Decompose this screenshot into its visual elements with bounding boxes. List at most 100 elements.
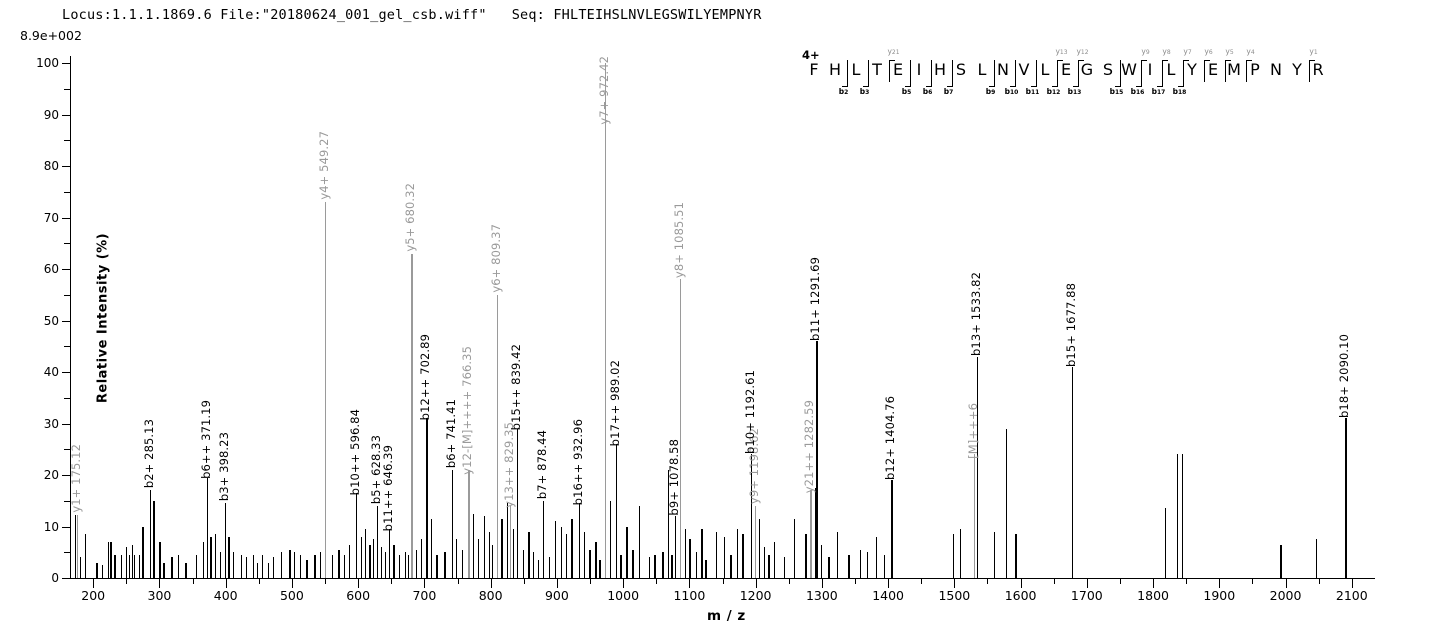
b-ion-marker-foot	[925, 86, 932, 87]
spectrum-peak	[589, 549, 591, 578]
spectrum-peak	[953, 534, 955, 578]
spectrum-peak	[319, 552, 322, 578]
b-ion-marker-foot	[862, 86, 869, 87]
spectrum-peak	[360, 536, 363, 578]
spectrum-peak	[415, 549, 418, 578]
peak-label: y6+ 809.37	[488, 223, 503, 293]
y-axis-tick-label: 20	[43, 468, 59, 482]
intensity-scale-label: 8.9e+002	[20, 28, 82, 43]
y-axis-title: Relative Intensity (%)	[95, 232, 111, 403]
spectrum-peak	[491, 544, 494, 578]
b-ion-marker-foot	[1114, 86, 1121, 87]
annotated-peak	[388, 529, 391, 578]
y-ion-marker-head	[1245, 60, 1252, 61]
spectrum-peak	[994, 531, 996, 578]
y-axis-tick-label: 90	[43, 107, 59, 122]
spectrum-peak	[293, 552, 296, 578]
spectrum-peak	[114, 554, 116, 578]
b-ion-label: b15	[1109, 87, 1124, 96]
spectrum-peak	[331, 554, 333, 578]
y-axis-tick	[62, 166, 70, 167]
spectrum-peak	[484, 516, 486, 578]
annotated-peak	[468, 469, 470, 578]
b-ion-marker	[930, 60, 932, 86]
x-axis-minor-tick	[1186, 579, 1188, 584]
spectrum-peak	[131, 544, 133, 578]
x-axis-tick-label: 1800	[1137, 588, 1169, 603]
x-axis-tick	[225, 579, 227, 588]
spectrum-peak	[195, 554, 198, 578]
x-axis-minor-tick	[722, 579, 724, 584]
spectrum-peak	[876, 536, 878, 578]
y-axis-minor-tick	[64, 346, 70, 348]
spectrum-peak	[159, 541, 161, 578]
y-ion-marker-head	[1140, 60, 1147, 61]
annotated-peak	[426, 418, 428, 578]
spectrum-peak	[364, 529, 367, 578]
b-ion-label: b13	[1067, 87, 1082, 96]
b-ion-label: b9	[985, 87, 996, 96]
y-axis-tick	[62, 320, 70, 322]
spectrum-peak	[369, 544, 371, 578]
b-ion-marker-foot	[988, 86, 995, 87]
spectrum-peak	[74, 514, 76, 578]
sequence-residue: T	[872, 60, 882, 79]
y-axis-tick	[62, 114, 70, 116]
spectrum-peak	[398, 554, 400, 578]
spectrum-peak	[314, 554, 316, 578]
y-axis-tick	[62, 578, 70, 579]
spectrum-peak	[632, 549, 634, 578]
peak-label: y12-[M]++++ 766.35	[460, 346, 475, 475]
y-axis-minor-tick	[64, 449, 70, 451]
y-axis-minor-tick	[64, 500, 70, 502]
spectrum-peak	[1015, 534, 1017, 578]
sequence-residue: G	[1080, 60, 1094, 79]
x-axis-tick-label: 400	[213, 588, 238, 603]
y-axis-tick-label: 100	[36, 56, 59, 70]
sequence-residue: E	[1060, 60, 1072, 79]
x-axis-minor-tick	[325, 579, 327, 584]
spectrum-peak	[431, 518, 433, 578]
y-axis-tick	[62, 423, 70, 425]
spectrum-peak	[554, 521, 557, 578]
x-axis-tick	[1020, 579, 1022, 588]
y-axis-tick-label: 40	[43, 365, 59, 379]
spectrum-peak	[163, 562, 165, 578]
spectrum-peak	[210, 536, 212, 578]
peak-label: b2+ 285.13	[141, 419, 156, 489]
x-axis-tick-label: 300	[147, 588, 172, 603]
b-ion-marker	[1014, 60, 1016, 86]
spectrum-peak	[696, 552, 698, 578]
b-ion-label: b6	[922, 87, 933, 96]
x-axis-tick	[623, 579, 625, 588]
annotated-peak	[1345, 418, 1347, 578]
b-ion-label: b2	[838, 87, 849, 96]
spectrum-peak	[560, 526, 563, 578]
x-axis-tick-label: 2100	[1335, 588, 1368, 603]
b-ion-label: b16	[1130, 87, 1145, 96]
x-axis-minor-tick	[391, 579, 393, 584]
y-axis-minor-tick	[64, 191, 70, 193]
annotated-peak	[324, 202, 326, 578]
spectrum-peak	[1280, 544, 1282, 578]
y-axis-tick-label: 70	[43, 210, 59, 225]
x-axis-tick-label: 1500	[938, 588, 971, 603]
x-axis-minor-tick	[854, 579, 856, 584]
annotated-peak	[604, 63, 607, 578]
x-axis-tick	[755, 579, 757, 588]
sequence-residue: R	[1312, 60, 1324, 79]
spectrum-peak	[620, 554, 622, 578]
spectrum-plot: Relative Intensity (%) m / z 0 10 20 30 40 50…	[36, 56, 1375, 624]
annotated-peak	[376, 505, 379, 578]
spectrum-peak	[203, 541, 205, 578]
b-ion-label: b10	[1004, 87, 1019, 96]
spectrum-peak	[272, 557, 274, 578]
spectrum-peak	[774, 541, 776, 578]
y-axis-minor-tick	[64, 397, 70, 399]
b-ion-marker-foot	[841, 86, 848, 87]
y-axis-tick	[62, 526, 70, 528]
sequence-residue: H	[933, 60, 947, 79]
peak-label: [M]+++6	[965, 403, 980, 460]
b-ion-label: b5	[901, 87, 912, 96]
b-ion-label: b3	[859, 87, 870, 96]
